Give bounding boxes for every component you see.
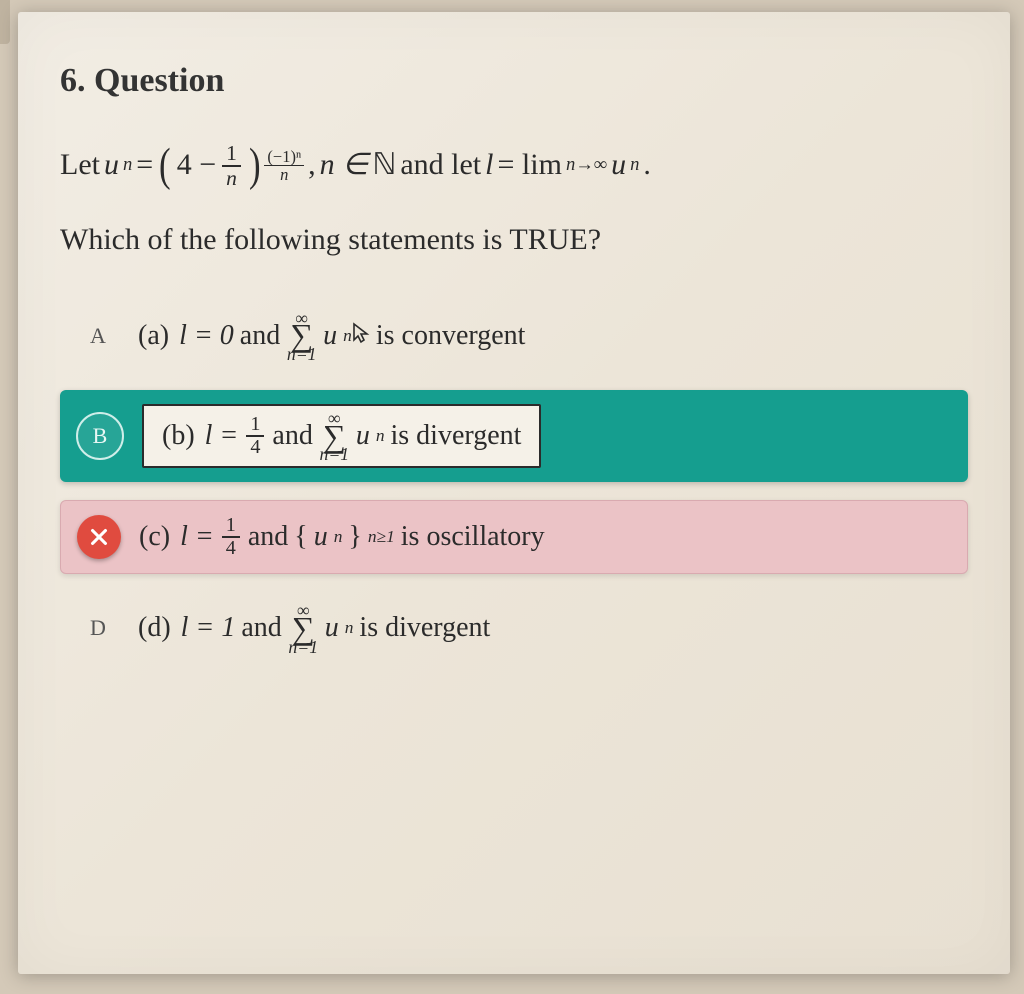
option-d-term-sub: n (345, 618, 354, 638)
limit-of: u (611, 142, 626, 189)
option-a-tail: is convergent (376, 320, 526, 352)
option-b-content: (b) l = 1 4 and ∑ ∞ n=1 un is divergent (142, 404, 541, 468)
option-d-p1: l = 1 (181, 612, 236, 644)
question-prompt: Which of the following statements is TRU… (60, 217, 968, 264)
stem-mid2: and let (400, 142, 481, 189)
option-c-frac-den: 4 (222, 538, 240, 559)
option-c-content: (c) l = 1 4 and { un } n≥1 is oscillatory (139, 515, 545, 559)
option-d-sum-bot: n=1 (288, 637, 318, 658)
exp-num: (−1)ⁿ (264, 148, 304, 166)
limit-var: l (485, 142, 493, 189)
page-edge-tab (0, 0, 10, 44)
option-b-and: and (272, 420, 312, 452)
base-frac-den: n (222, 167, 241, 190)
question-number: 6. (60, 62, 86, 99)
option-a-sum: ∑ ∞ n=1 (290, 317, 313, 354)
option-a-letter: A (90, 323, 106, 349)
option-c-tail: is oscillatory (401, 521, 545, 553)
option-c-set-open: { (294, 521, 307, 553)
option-d-term: u (325, 612, 339, 644)
option-d-sum-top: ∞ (297, 600, 310, 621)
option-c-paren: (c) (139, 521, 170, 553)
stem-math-row: Let un = ( 4 − 1 n ) (−1)ⁿ n , n ∈ ℕ and… (60, 142, 968, 189)
option-b-frac: 1 4 (246, 414, 264, 458)
question-heading: 6. Question (60, 62, 968, 100)
stem-prefix: Let (60, 142, 100, 189)
stem-eq: = (136, 142, 153, 189)
option-b-sum-top: ∞ (328, 408, 341, 429)
seq-index: n (123, 151, 132, 180)
option-b-sum: ∑ ∞ n=1 (323, 418, 346, 455)
option-c-term-sub: n (334, 527, 343, 547)
seq-symbol: u (104, 142, 119, 189)
option-c-set-sub: n≥1 (368, 527, 395, 547)
option-d-letter: D (90, 615, 106, 641)
option-a-sum-top: ∞ (295, 308, 308, 329)
cursor-icon (352, 320, 370, 352)
option-c-frac: 1 4 (222, 515, 240, 559)
option-b-badge: B (76, 412, 124, 460)
option-b-lhs: l = (205, 420, 239, 452)
option-b-tail: is divergent (391, 420, 522, 452)
option-b[interactable]: B (b) l = 1 4 and ∑ ∞ n=1 un is divergen… (60, 390, 968, 482)
option-d-paren: (d) (138, 612, 171, 644)
membership: n ∈ (320, 142, 369, 189)
option-a-term-sub: n (343, 326, 352, 346)
option-c-badge (77, 515, 121, 559)
option-c[interactable]: (c) l = 1 4 and { un } n≥1 is oscillatory (60, 500, 968, 574)
option-d-badge: D (76, 606, 120, 650)
option-d-and: and (241, 612, 281, 644)
option-b-frac-num: 1 (246, 414, 264, 437)
option-b-letter: B (93, 423, 108, 449)
stem-end: . (643, 142, 651, 189)
option-a-and: and (240, 320, 280, 352)
base-fraction: 1 n (222, 142, 241, 189)
question-heading-word: Question (94, 62, 224, 99)
option-c-set-close: } (348, 521, 361, 553)
limit-eq: = lim (498, 142, 562, 189)
paren-open: ( (159, 147, 171, 184)
option-d-content: (d) l = 1 and ∑ ∞ n=1 un is divergent (138, 610, 490, 647)
paren-close: ) (249, 147, 261, 184)
option-a-content: (a) l = 0 and ∑ ∞ n=1 un is convergent (138, 317, 525, 354)
option-d[interactable]: D (d) l = 1 and ∑ ∞ n=1 un is divergent (60, 592, 968, 664)
option-b-term: u (356, 420, 370, 452)
option-a[interactable]: A (a) l = 0 and ∑ ∞ n=1 un is convergent (60, 300, 968, 372)
base-frac-num: 1 (222, 142, 241, 167)
limit-sub: n→∞ (566, 151, 607, 180)
stem-comma: , (308, 142, 316, 189)
exponent-fraction: (−1)ⁿ n (264, 148, 304, 184)
exp-den: n (277, 166, 291, 183)
option-d-tail: is divergent (359, 612, 490, 644)
option-c-and: and (248, 521, 288, 553)
option-b-frac-den: 4 (246, 437, 264, 458)
option-a-badge: A (76, 314, 120, 358)
option-c-term: u (314, 521, 328, 553)
option-c-frac-num: 1 (222, 515, 240, 538)
option-d-sum: ∑ ∞ n=1 (292, 610, 315, 647)
naturals: ℕ (372, 142, 396, 189)
wrong-x-icon (88, 526, 110, 548)
option-b-paren: (b) (162, 420, 195, 452)
option-b-sum-bot: n=1 (320, 444, 350, 465)
base-const: 4 − (177, 142, 216, 189)
option-c-lhs: l = (180, 521, 214, 553)
limit-of-sub: n (630, 151, 639, 180)
question-page: 6. Question Let un = ( 4 − 1 n ) (−1)ⁿ n… (18, 12, 1010, 974)
option-a-paren: (a) (138, 320, 169, 352)
option-a-sum-bot: n=1 (287, 344, 317, 365)
option-b-term-sub: n (376, 426, 385, 446)
option-a-term: u (323, 320, 337, 352)
option-a-p1: l = 0 (179, 320, 234, 352)
question-stem: Let un = ( 4 − 1 n ) (−1)ⁿ n , n ∈ ℕ and… (60, 142, 968, 264)
